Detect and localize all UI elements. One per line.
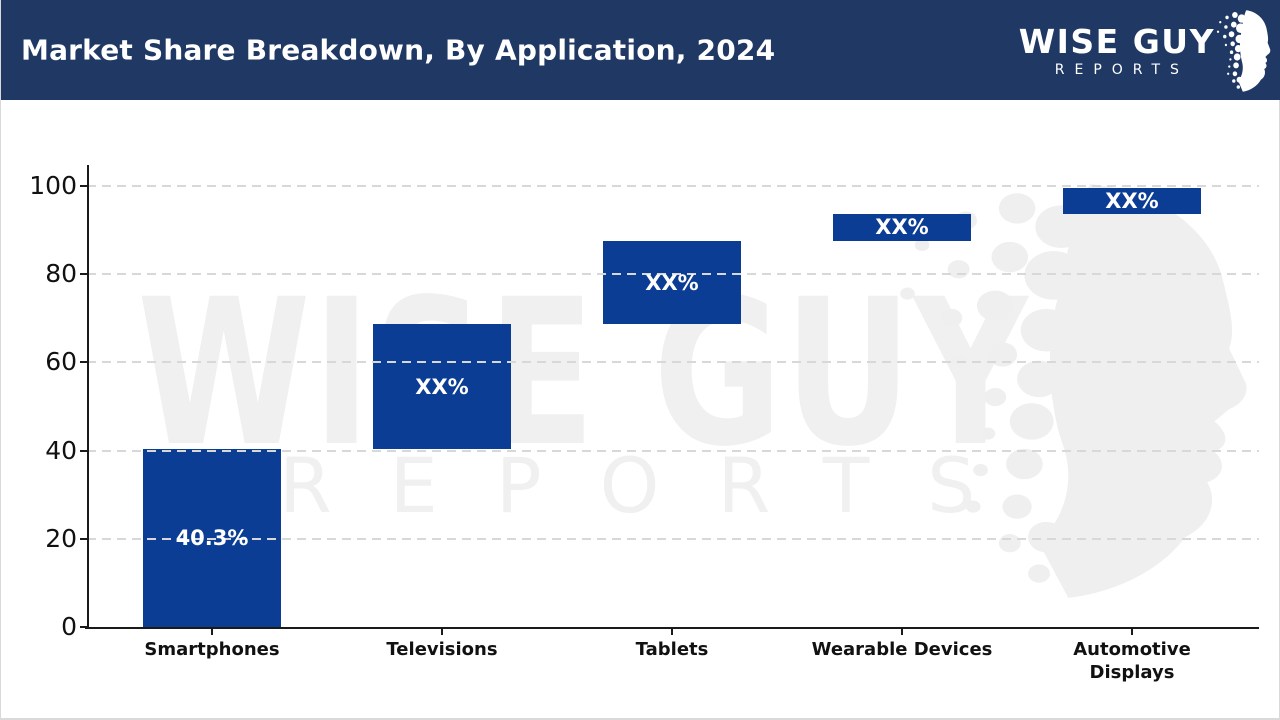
x-tick-smartphones: [211, 628, 213, 635]
gridline-40: [87, 449, 1259, 452]
header-bar: Market Share Breakdown, By Application, …: [1, 0, 1280, 100]
gridline-20: [87, 537, 1259, 540]
y-tick-100: [80, 185, 87, 187]
gridline-60: [87, 361, 1259, 364]
logo-wordmark: WISE GUY: [1018, 22, 1215, 61]
wiseguy-logo: WISE GUY REPORTS: [1019, 8, 1271, 94]
y-tick-60: [80, 361, 87, 364]
wiseguy-face-icon: [1209, 9, 1271, 93]
bar-televisions: [373, 324, 511, 450]
y-tick-label-40: 40: [45, 435, 77, 465]
y-tick-label-20: 20: [45, 523, 77, 553]
logo-sub-text: REPORTS: [1054, 62, 1189, 78]
x-label-smartphones: Smartphones: [144, 639, 280, 660]
watermark-wordmark: WISE GUY: [137, 255, 1030, 491]
bar-label-televisions: XX%: [415, 374, 469, 399]
x-tick-automotive-displays: [1131, 628, 1133, 635]
y-tick-80: [80, 273, 87, 276]
bar-automotive-displays: [1063, 188, 1201, 214]
x-label-wearable-devices: Wearable Devices: [811, 639, 993, 660]
x-tick-tablets: [671, 628, 673, 635]
x-tick-televisions: [441, 628, 443, 635]
x-label-tablets: Tablets: [635, 639, 709, 660]
y-axis-line: [87, 165, 89, 629]
gridline-100: [87, 185, 1259, 187]
page-title: Market Share Breakdown, By Application, …: [21, 33, 776, 67]
bar-label-automotive-displays: XX%: [1105, 188, 1159, 213]
chart-area: 40.3% Smartphones XX% Televisions XX% Tablets…: [1, 100, 1280, 718]
y-tick-label-80: 80: [45, 259, 77, 289]
bar-label-smartphones: 40.3%: [175, 526, 249, 551]
y-tick-40: [80, 449, 87, 452]
x-label-automotive-displays: Automotive Displays: [1073, 639, 1191, 683]
bar-label-wearable-devices: XX%: [875, 215, 929, 240]
bar-label-tablets: XX%: [645, 270, 699, 295]
bar-tablets: [603, 241, 741, 325]
x-label-televisions: Televisions: [386, 639, 498, 660]
watermark-sub-text: REPORTS: [279, 441, 1034, 530]
y-tick-20: [80, 537, 87, 540]
y-tick-label-100: 100: [29, 171, 77, 200]
y-tick-0: [80, 626, 87, 628]
x-tick-wearable-devices: [901, 628, 903, 635]
x-axis-line: [85, 627, 1259, 629]
logo-text-column: WISE GUY REPORTS: [1019, 25, 1215, 77]
gridline-80: [87, 273, 1259, 276]
y-tick-label-60: 60: [45, 347, 77, 377]
bar-wearable-devices: [833, 213, 971, 242]
y-tick-label-0: 0: [61, 612, 77, 641]
